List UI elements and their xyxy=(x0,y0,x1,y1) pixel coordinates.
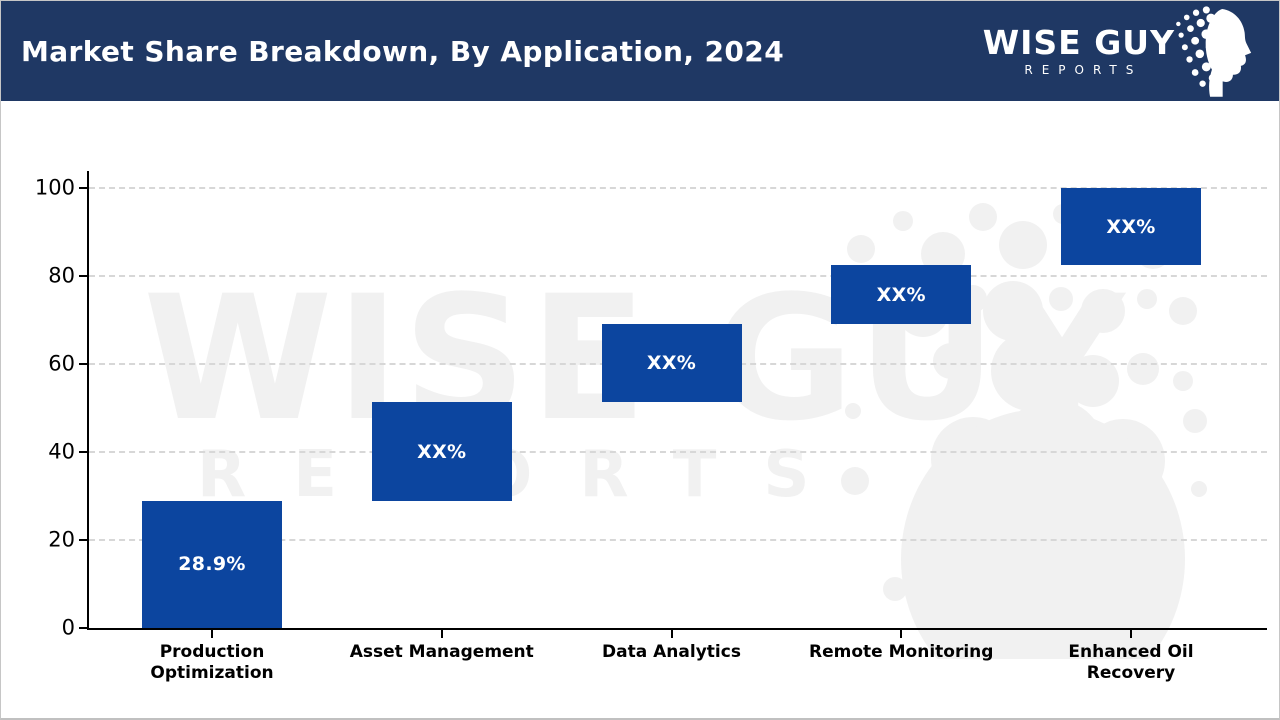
y-tick-mark xyxy=(79,451,87,453)
bar-production-optimization: 28.9% xyxy=(142,500,282,628)
header-banner: Market Share Breakdown, By Application, … xyxy=(1,1,1279,101)
gridline xyxy=(89,451,1267,453)
x-tick-label-data-analytics: Data Analytics xyxy=(602,642,741,662)
y-tick-label: 60 xyxy=(48,351,75,376)
bar-data-analytics: XX% xyxy=(601,324,742,403)
bar-value-label: XX% xyxy=(646,352,697,375)
bar-asset-management: XX% xyxy=(371,402,512,501)
gridline xyxy=(89,275,1267,277)
watermark-face-icon xyxy=(841,203,1207,659)
chart-title: Market Share Breakdown, By Application, … xyxy=(21,34,785,68)
y-tick-mark xyxy=(79,363,87,365)
logo-subtext: REPORTS xyxy=(1024,63,1143,77)
x-tick-mark xyxy=(1130,630,1132,638)
x-tick-label-enhanced-oil-recovery: Enhanced Oil Recovery xyxy=(1068,642,1194,683)
face-profile-logo-icon xyxy=(1176,6,1252,97)
y-tick-label: 100 xyxy=(34,175,75,200)
x-tick-mark xyxy=(900,630,903,638)
y-tick-mark xyxy=(79,187,87,189)
x-axis-line xyxy=(87,628,1267,630)
bar-value-label: XX% xyxy=(417,440,467,463)
bar-remote-monitoring: XX% xyxy=(831,265,972,325)
x-tick-mark xyxy=(211,630,213,638)
logo-wordmark-block: WISE GUY REPORTS xyxy=(983,26,1175,76)
y-tick-mark xyxy=(79,275,87,277)
bar-value-label: 28.9% xyxy=(178,553,246,576)
y-tick-label: 20 xyxy=(48,527,75,552)
y-axis-line xyxy=(87,171,89,630)
y-tick-label: 40 xyxy=(48,439,75,464)
gridline xyxy=(89,187,1267,189)
bar-value-label: XX% xyxy=(1106,215,1156,238)
y-tick-mark xyxy=(79,539,87,541)
x-tick-label-production-optimization: Production Optimization xyxy=(150,642,274,683)
x-tick-mark xyxy=(440,630,443,638)
x-tick-label-remote-monitoring: Remote Monitoring xyxy=(809,642,994,662)
y-tick-label: 0 xyxy=(61,615,75,640)
bar-value-label: XX% xyxy=(876,283,926,306)
y-tick-label: 80 xyxy=(48,263,75,288)
bar-enhanced-oil-recovery: XX% xyxy=(1061,188,1201,265)
y-tick-mark xyxy=(79,627,87,629)
x-tick-label-asset-management: Asset Management xyxy=(349,642,534,662)
x-tick-mark xyxy=(670,630,673,638)
gridline xyxy=(89,539,1267,541)
logo-wordmark: WISE GUY xyxy=(982,23,1175,62)
wise-guy-logo: WISE GUY REPORTS xyxy=(983,3,1253,99)
